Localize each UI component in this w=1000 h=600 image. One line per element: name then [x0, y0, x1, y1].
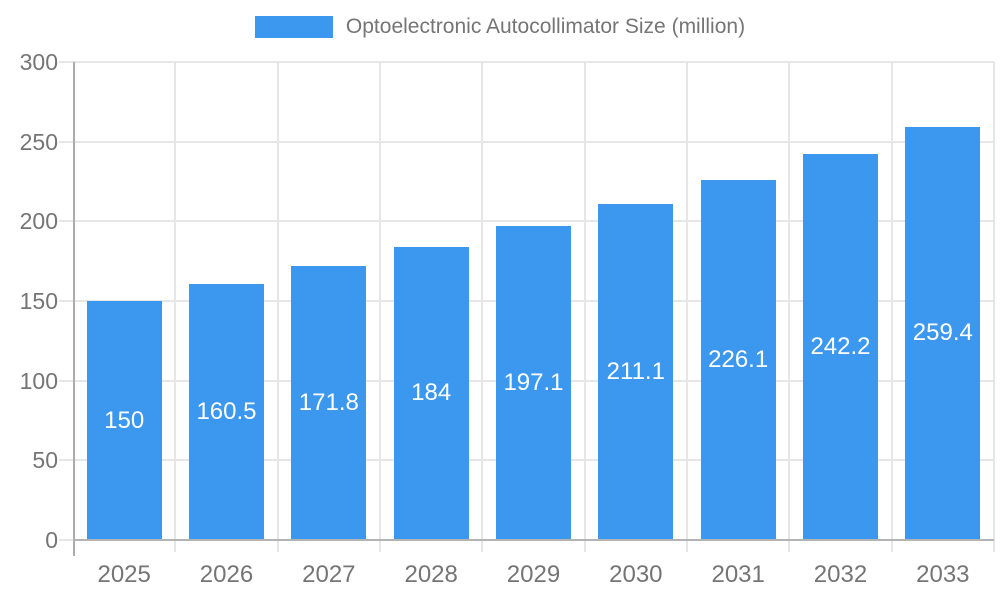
y-axis-line: [73, 62, 75, 556]
gridline-vertical: [583, 62, 586, 552]
bar-value-label: 150: [104, 406, 145, 434]
gridline-vertical: [481, 62, 484, 552]
bar[interactable]: [291, 266, 367, 540]
bar[interactable]: [86, 301, 162, 540]
y-tick-mark: [59, 459, 73, 462]
y-tick-mark: [59, 539, 73, 541]
y-tick-mark: [59, 379, 73, 382]
x-tick-label: 2031: [711, 561, 765, 588]
y-tick-label: 50: [32, 447, 58, 474]
gridline-vertical: [174, 62, 177, 552]
gridline-horizontal: [73, 61, 994, 63]
bar[interactable]: [905, 126, 981, 540]
bar-value-label: 259.4: [912, 319, 973, 347]
bar-value-label: 226.1: [708, 345, 769, 373]
x-tick-label: 2028: [404, 561, 458, 588]
plot-area: 150 2025 160.5 2026 171.8 2027 184 2028 197.1 202…: [73, 61, 995, 588]
x-tick-label: 2030: [609, 561, 663, 588]
y-tick-mark: [59, 300, 73, 302]
bar[interactable]: [393, 246, 469, 540]
y-tick-mark: [59, 61, 73, 63]
y-tick-label: 100: [19, 367, 58, 394]
bar-value-label: 197.1: [503, 368, 564, 396]
x-tick-label: 2027: [302, 561, 356, 588]
gridline-vertical: [686, 62, 688, 552]
bar[interactable]: [700, 179, 776, 540]
legend[interactable]: Optoelectronic Autocollimator Size (mill…: [0, 15, 1000, 39]
bar-value-label: 171.8: [298, 389, 359, 417]
gridline-vertical: [788, 62, 791, 552]
y-tick-label: 150: [19, 288, 58, 314]
gridline-horizontal: [73, 140, 994, 143]
legend-label: Optoelectronic Autocollimator Size (mill…: [345, 15, 746, 38]
bar-value-label: 160.5: [196, 398, 257, 426]
gridline-vertical: [276, 62, 279, 552]
y-tick-label: 200: [19, 208, 58, 235]
y-tick-label: 300: [19, 49, 58, 75]
x-tick-label: 2025: [97, 561, 151, 588]
bar[interactable]: [598, 203, 674, 540]
x-tick-label: 2029: [506, 561, 561, 588]
bar-value-label: 242.2: [810, 333, 871, 361]
bar-value-label: 211.1: [606, 357, 665, 385]
x-tick-label: 2032: [813, 561, 868, 588]
bar-value-label: 184: [411, 379, 452, 407]
x-tick-label: 2026: [199, 561, 254, 588]
bar[interactable]: [496, 225, 571, 540]
x-tick-label: 2033: [916, 561, 970, 588]
gridline-vertical: [379, 62, 381, 552]
x-axis-baseline: [73, 539, 994, 541]
bar[interactable]: [189, 284, 264, 540]
y-tick-mark: [59, 140, 73, 143]
gridline-vertical: [890, 62, 893, 552]
y-tick-mark: [59, 220, 73, 223]
bar[interactable]: [803, 154, 878, 540]
y-tick-label: 250: [19, 128, 58, 155]
legend-swatch[interactable]: [254, 16, 333, 38]
gridline-horizontal: [73, 220, 994, 223]
gridline-vertical: [993, 62, 995, 552]
y-tick-label: 0: [45, 527, 58, 553]
